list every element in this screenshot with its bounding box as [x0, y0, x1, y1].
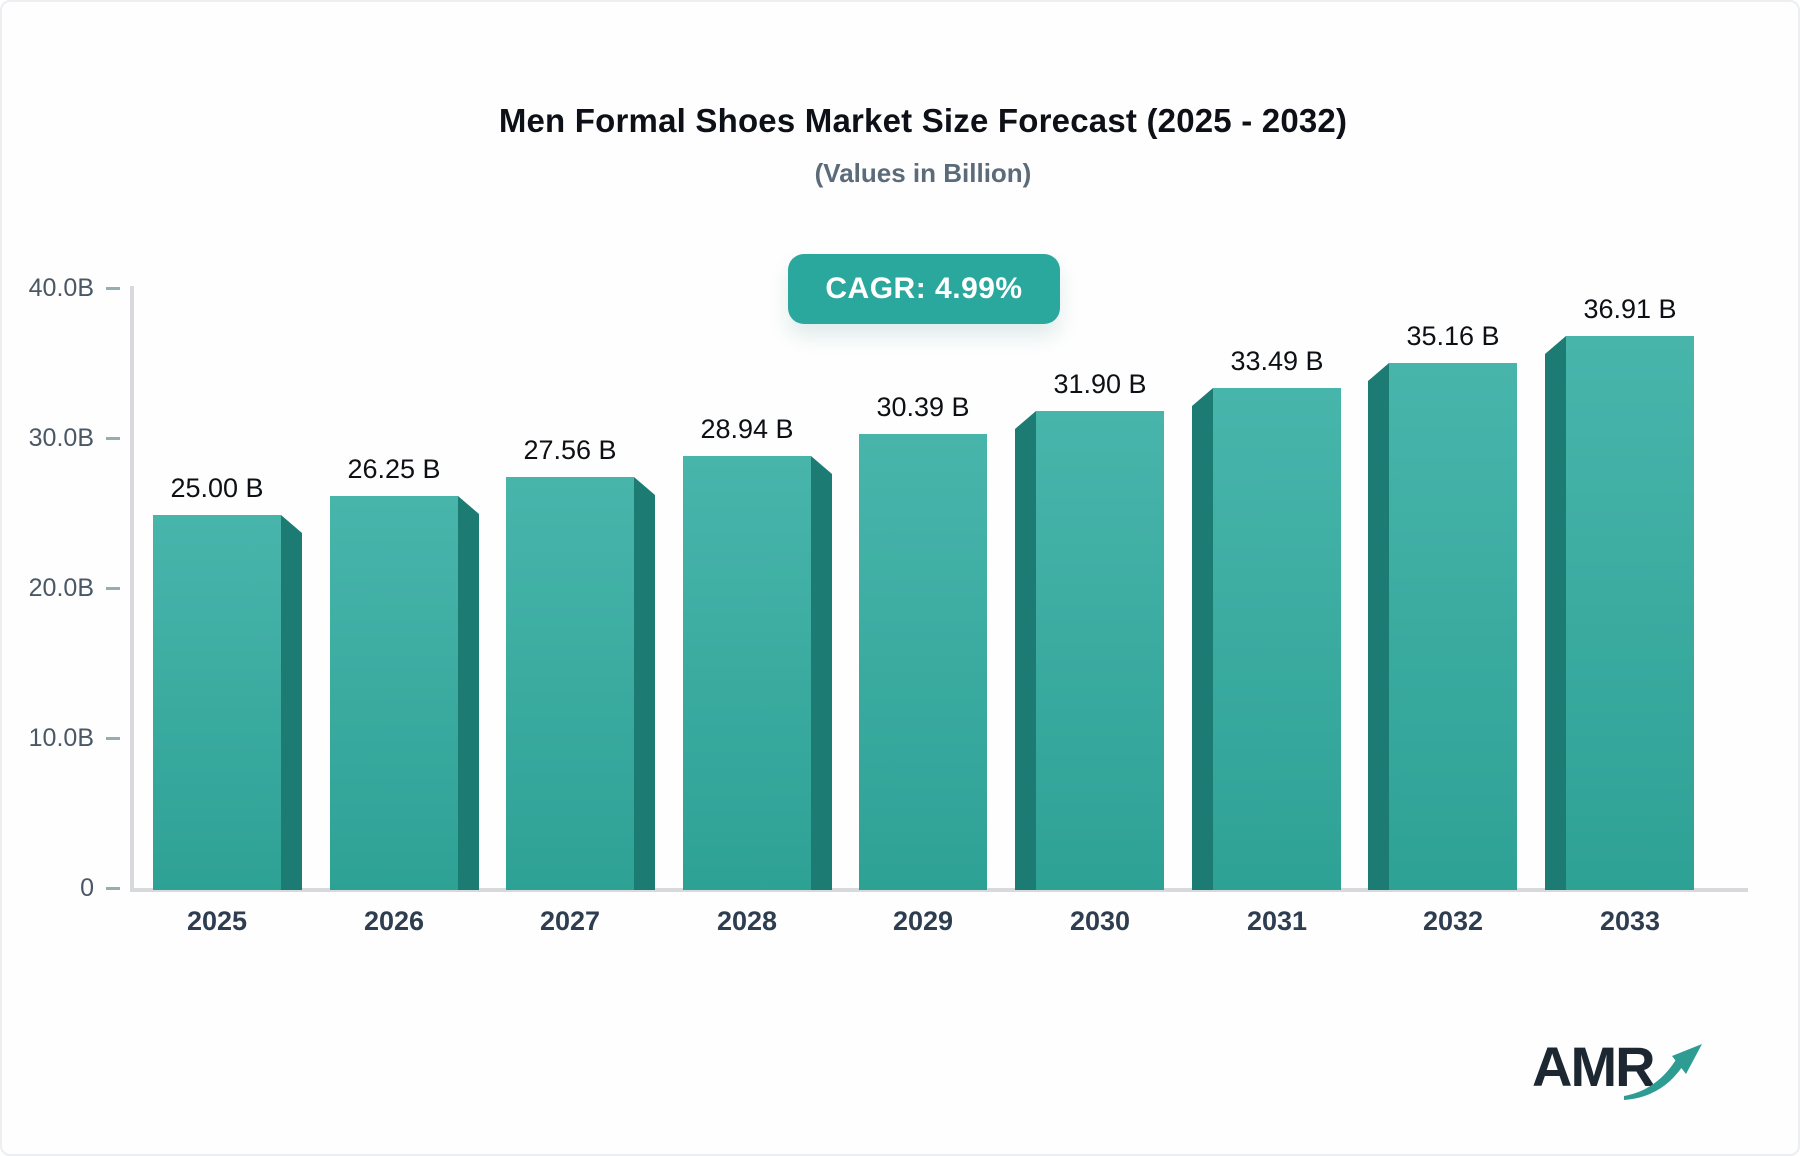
y-axis-tick-mark — [106, 737, 120, 740]
bar-2031 — [1213, 388, 1341, 890]
y-axis-tick-label: 0 — [80, 874, 94, 902]
bar-value-label: 28.94 B — [700, 414, 794, 444]
x-axis-label-2033: 2033 — [1599, 906, 1661, 936]
bar-side-face — [1368, 363, 1389, 890]
bar-side-face — [811, 456, 832, 890]
bar-value-label: 35.16 B — [1406, 321, 1500, 351]
bar-value-label: 36.91 B — [1583, 294, 1677, 324]
x-axis-label-2032: 2032 — [1422, 906, 1484, 936]
bar-side-face — [1015, 411, 1036, 890]
y-axis-tick-mark — [106, 887, 120, 890]
chart-subtitle: (Values in Billion) — [814, 158, 1032, 188]
x-axis-label-2027: 2027 — [539, 906, 601, 936]
bar-2028 — [683, 456, 811, 890]
bar-side-face — [1192, 388, 1213, 890]
bar-side-face — [1545, 336, 1566, 890]
cagr-badge: CAGR: 4.99% — [788, 254, 1060, 324]
y-axis-tick-mark — [106, 437, 120, 440]
bar-value-label: 25.00 B — [170, 473, 264, 503]
y-axis-tick-mark — [106, 587, 120, 590]
bar-value-label: 27.56 B — [523, 435, 617, 465]
bar-2029 — [859, 434, 987, 890]
x-axis-label-2029: 2029 — [892, 906, 954, 936]
bar-side-face — [458, 496, 479, 890]
x-axis-label-2030: 2030 — [1069, 906, 1131, 936]
bar-value-label: 26.25 B — [347, 454, 441, 484]
x-axis-label-2031: 2031 — [1246, 906, 1308, 936]
bar-2033 — [1566, 336, 1694, 890]
y-axis-line — [130, 286, 134, 892]
bar-value-label: 30.39 B — [876, 392, 970, 422]
chart-title: Men Formal Shoes Market Size Forecast (2… — [498, 102, 1348, 139]
growth-arrow-icon — [1624, 1044, 1702, 1100]
x-axis-label-2028: 2028 — [716, 906, 778, 936]
x-axis-label-2026: 2026 — [363, 906, 425, 936]
y-axis-tick-label: 40.0B — [28, 274, 94, 302]
bar-value-label: 31.90 B — [1053, 369, 1147, 399]
x-axis-label-2025: 2025 — [186, 906, 248, 936]
bar-2030 — [1036, 411, 1164, 890]
y-axis-tick-mark — [106, 287, 120, 290]
bar-2032 — [1389, 363, 1517, 890]
x-axis-line — [130, 888, 1748, 892]
bar-side-face — [634, 477, 655, 890]
bar-2025 — [153, 515, 281, 890]
amr-logo: AMR — [1532, 1036, 1722, 1112]
y-axis-tick-label: 10.0B — [28, 724, 94, 752]
y-axis-tick-label: 20.0B — [28, 574, 94, 602]
bar-2027 — [506, 477, 634, 890]
y-axis-tick-label: 30.0B — [28, 424, 94, 452]
bar-2026 — [330, 496, 458, 890]
bar-value-label: 33.49 B — [1230, 346, 1324, 376]
bar-side-face — [281, 515, 302, 890]
amr-logo-text: AMR — [1532, 1035, 1656, 1098]
